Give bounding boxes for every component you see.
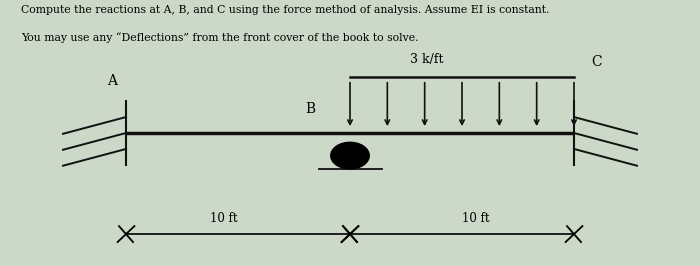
Text: 10 ft: 10 ft [210,212,238,225]
Text: C: C [592,55,602,69]
Ellipse shape [330,142,370,169]
Text: 3 k/ft: 3 k/ft [410,53,444,66]
Text: 10 ft: 10 ft [462,212,490,225]
Text: A: A [107,74,117,88]
Text: You may use any “Deflections” from the front cover of the book to solve.: You may use any “Deflections” from the f… [21,32,419,43]
Text: Compute the reactions at A, B, and C using the force method of analysis. Assume : Compute the reactions at A, B, and C usi… [21,5,550,15]
Text: B: B [305,102,315,116]
